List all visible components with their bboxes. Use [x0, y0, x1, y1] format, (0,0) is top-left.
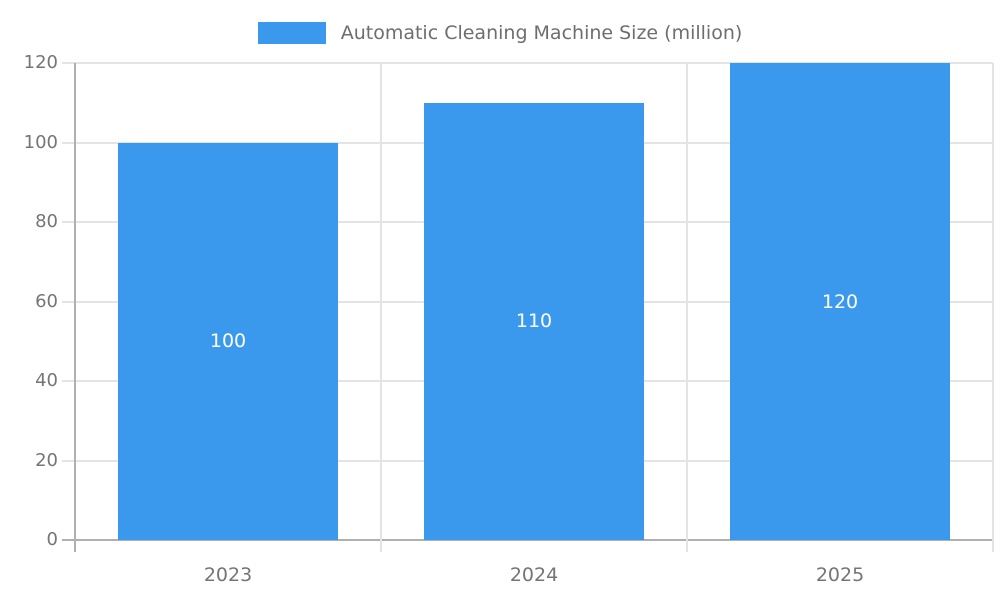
- legend-label: Automatic Cleaning Machine Size (million…: [340, 22, 743, 44]
- y-tick-label: 100: [23, 131, 58, 153]
- x-axis-line: [62, 539, 993, 541]
- y-tick-label: 60: [35, 290, 58, 312]
- x-tick-label: 2023: [203, 564, 253, 586]
- bar-value-label: 100: [209, 330, 247, 353]
- y-tick-label: 40: [35, 370, 58, 391]
- bar-2024: 110: [424, 102, 644, 540]
- legend: Automatic Cleaning Machine Size (million…: [0, 13, 1000, 53]
- legend-swatch: [257, 22, 326, 44]
- y-axis-line: [74, 63, 76, 552]
- category-gridline: [992, 63, 994, 552]
- bar-2023: 100: [118, 142, 338, 540]
- y-tick-label: 120: [23, 52, 58, 73]
- bar-value-label: 120: [821, 290, 859, 313]
- category-gridline: [380, 63, 382, 552]
- y-tick-label: 80: [35, 211, 58, 232]
- y-gridline: [62, 62, 993, 64]
- y-tick-label: 20: [35, 449, 58, 471]
- x-tick-label: 2024: [509, 564, 559, 586]
- y-tick-label: 0: [46, 529, 58, 550]
- category-gridline: [686, 63, 688, 552]
- bar-2025: 120: [730, 63, 950, 540]
- bar-value-label: 110: [515, 310, 553, 333]
- x-tick-label: 2025: [815, 564, 865, 586]
